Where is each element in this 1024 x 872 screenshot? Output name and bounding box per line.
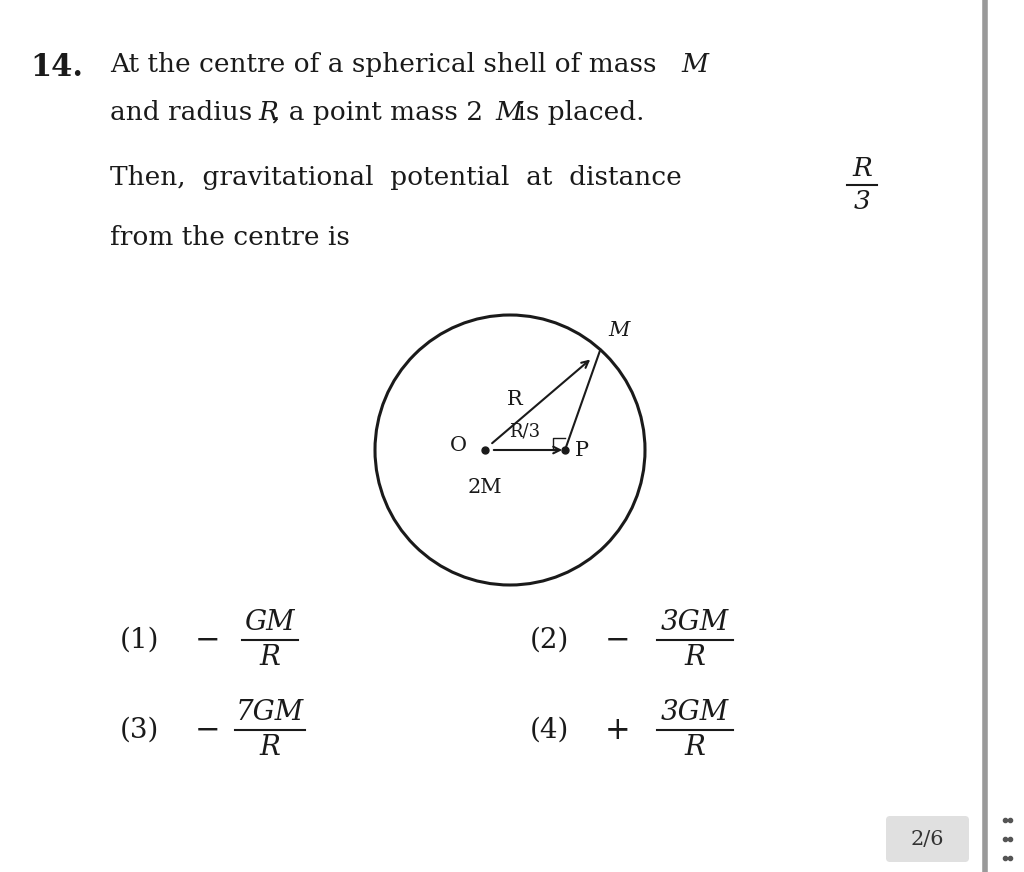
Text: (4): (4): [530, 717, 569, 744]
Text: (3): (3): [120, 717, 160, 744]
Text: 2/6: 2/6: [910, 829, 944, 848]
Text: is placed.: is placed.: [509, 100, 644, 125]
Text: and radius: and radius: [110, 100, 261, 125]
Text: 14.: 14.: [30, 52, 83, 83]
Text: R: R: [507, 391, 522, 409]
Text: (1): (1): [120, 626, 160, 653]
Text: R: R: [685, 734, 706, 761]
Text: from the centre is: from the centre is: [110, 225, 350, 250]
FancyBboxPatch shape: [886, 816, 969, 862]
Text: −: −: [605, 624, 631, 656]
Text: , a point mass 2: , a point mass 2: [272, 100, 483, 125]
Text: 3: 3: [854, 189, 870, 214]
Text: 2M: 2M: [468, 478, 502, 497]
Text: M: M: [495, 100, 522, 125]
Text: GM: GM: [245, 609, 295, 636]
Text: M: M: [608, 321, 630, 340]
Text: R: R: [258, 100, 278, 125]
Text: R: R: [259, 644, 281, 671]
Text: +: +: [605, 714, 631, 746]
Text: 7GM: 7GM: [236, 699, 304, 726]
Text: M: M: [681, 52, 708, 77]
Text: P: P: [575, 440, 589, 460]
Text: O: O: [450, 435, 467, 454]
Text: At the centre of a spherical shell of mass: At the centre of a spherical shell of ma…: [110, 52, 665, 77]
Text: (2): (2): [530, 626, 569, 653]
Text: 3GM: 3GM: [660, 609, 729, 636]
Text: 3GM: 3GM: [660, 699, 729, 726]
Text: Then,  gravitational  potential  at  distance: Then, gravitational potential at distanc…: [110, 165, 682, 190]
Text: R: R: [685, 644, 706, 671]
Text: R: R: [259, 734, 281, 761]
Text: −: −: [195, 624, 220, 656]
Text: R: R: [852, 156, 872, 181]
Text: −: −: [195, 714, 220, 746]
Text: R/3: R/3: [509, 422, 541, 440]
